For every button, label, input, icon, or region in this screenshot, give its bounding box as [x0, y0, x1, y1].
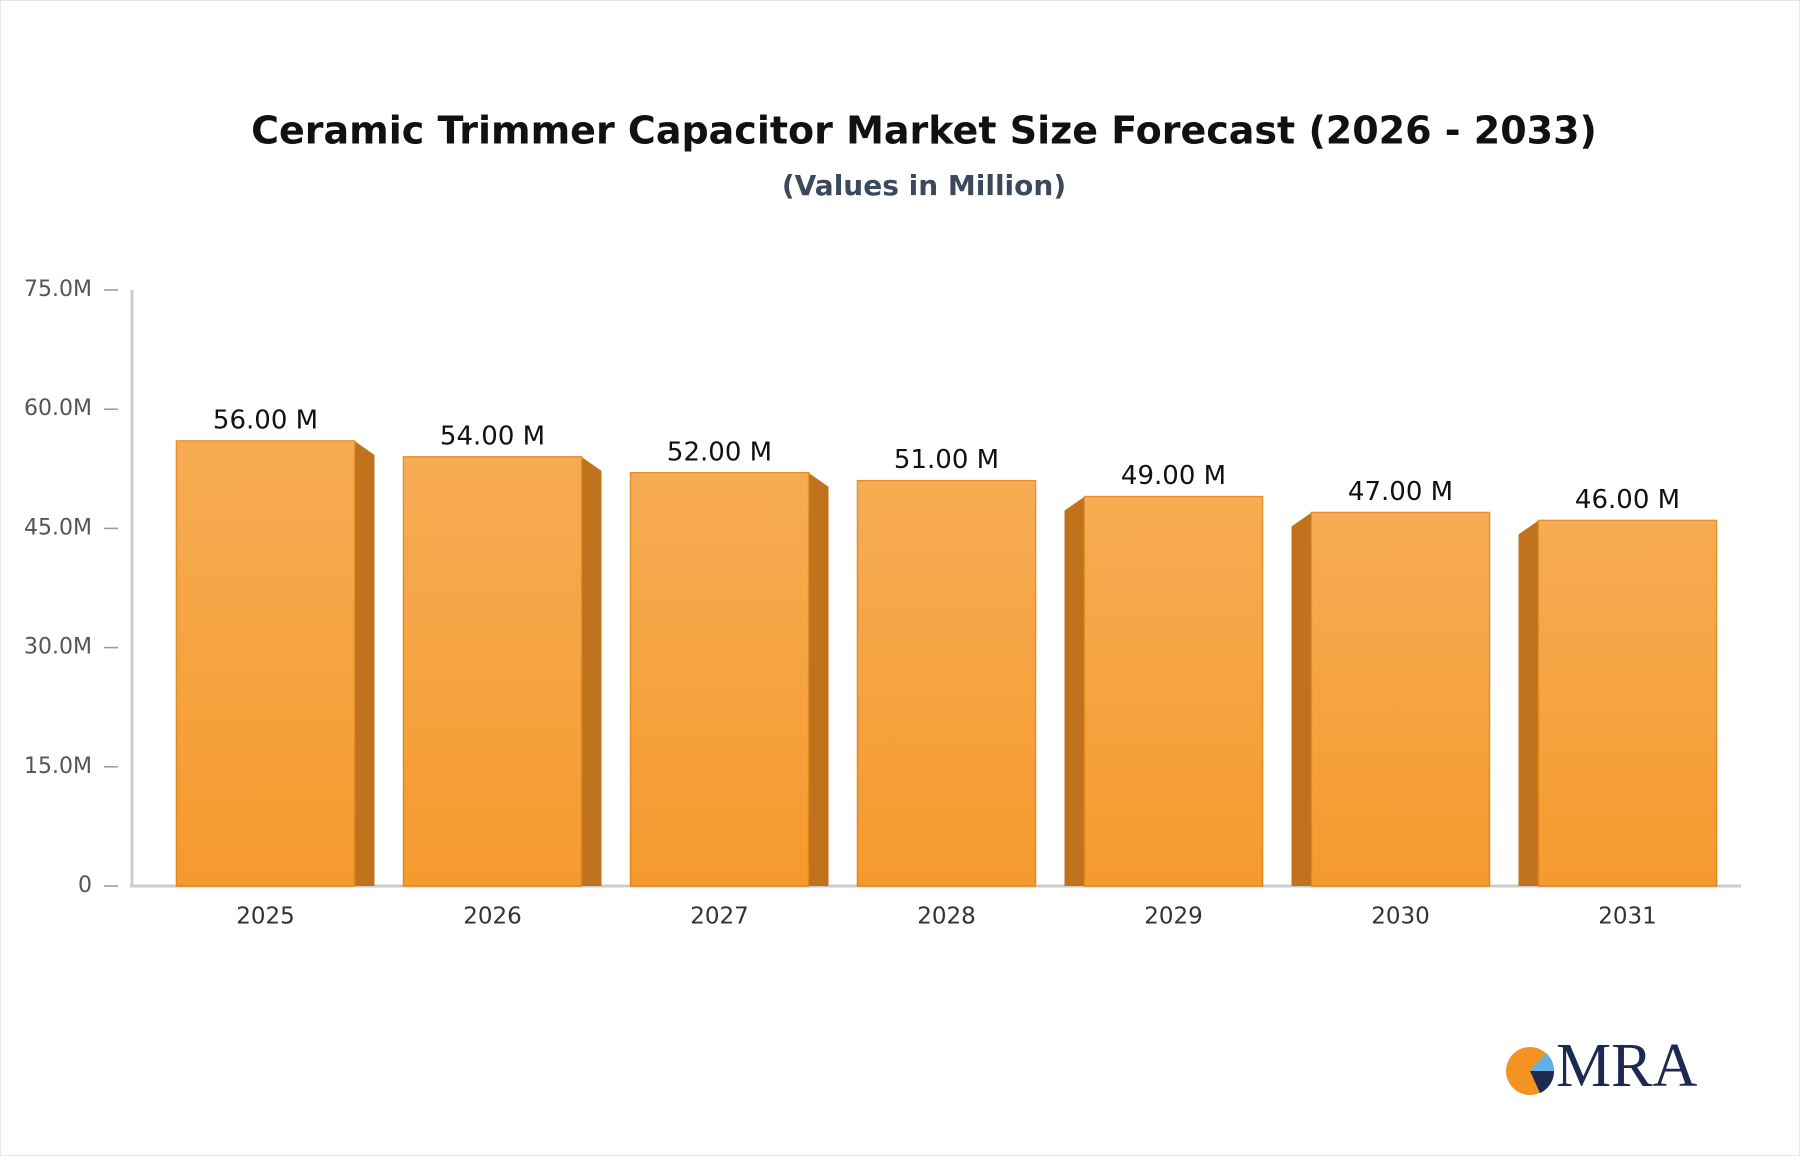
- value-label: 56.00 M: [213, 405, 318, 435]
- value-label: 52.00 M: [667, 437, 772, 467]
- bar-shade: [403, 456, 582, 886]
- bar-shade: [857, 480, 1036, 886]
- y-tick-label: 0: [78, 873, 92, 898]
- logo-icon-slice: [1530, 1071, 1555, 1093]
- bar-shade: [1084, 496, 1263, 886]
- bar-side: [808, 472, 829, 886]
- bar-shade: [1538, 520, 1717, 886]
- value-label: 51.00 M: [894, 445, 999, 475]
- logo-text: MRA: [1556, 1032, 1697, 1100]
- y-tick-label: 45.0M: [24, 515, 92, 540]
- logo: MRA: [1506, 1032, 1697, 1100]
- y-tick-label: 15.0M: [24, 754, 92, 779]
- bar-side: [354, 440, 375, 886]
- chart-subtitle: (Values in Million): [782, 169, 1066, 202]
- y-tick-label: 60.0M: [24, 396, 92, 421]
- bar-shade: [630, 472, 809, 886]
- x-tick-label: 2030: [1371, 904, 1430, 930]
- y-tick-label: 75.0M: [24, 277, 92, 302]
- chart-title: Ceramic Trimmer Capacitor Market Size Fo…: [251, 109, 1597, 153]
- x-tick-label: 2029: [1144, 904, 1203, 930]
- bar-side: [1064, 496, 1085, 886]
- bar-side: [1518, 520, 1539, 886]
- x-tick-label: 2031: [1598, 904, 1657, 930]
- value-label: 47.00 M: [1348, 477, 1453, 507]
- x-tick-label: 2025: [236, 904, 295, 930]
- value-label: 54.00 M: [440, 421, 545, 451]
- value-label: 46.00 M: [1575, 485, 1680, 515]
- x-tick-label: 2027: [690, 904, 749, 930]
- x-tick-label: 2026: [463, 904, 522, 930]
- x-tick-label: 2028: [917, 904, 976, 930]
- value-label: 49.00 M: [1121, 461, 1226, 491]
- bar-shade: [1311, 512, 1490, 886]
- bar-side: [1291, 512, 1312, 886]
- y-tick-label: 30.0M: [24, 635, 92, 660]
- logo-icon-slice: [1530, 1053, 1555, 1071]
- bar-shade: [176, 440, 355, 886]
- bar-side: [581, 456, 602, 886]
